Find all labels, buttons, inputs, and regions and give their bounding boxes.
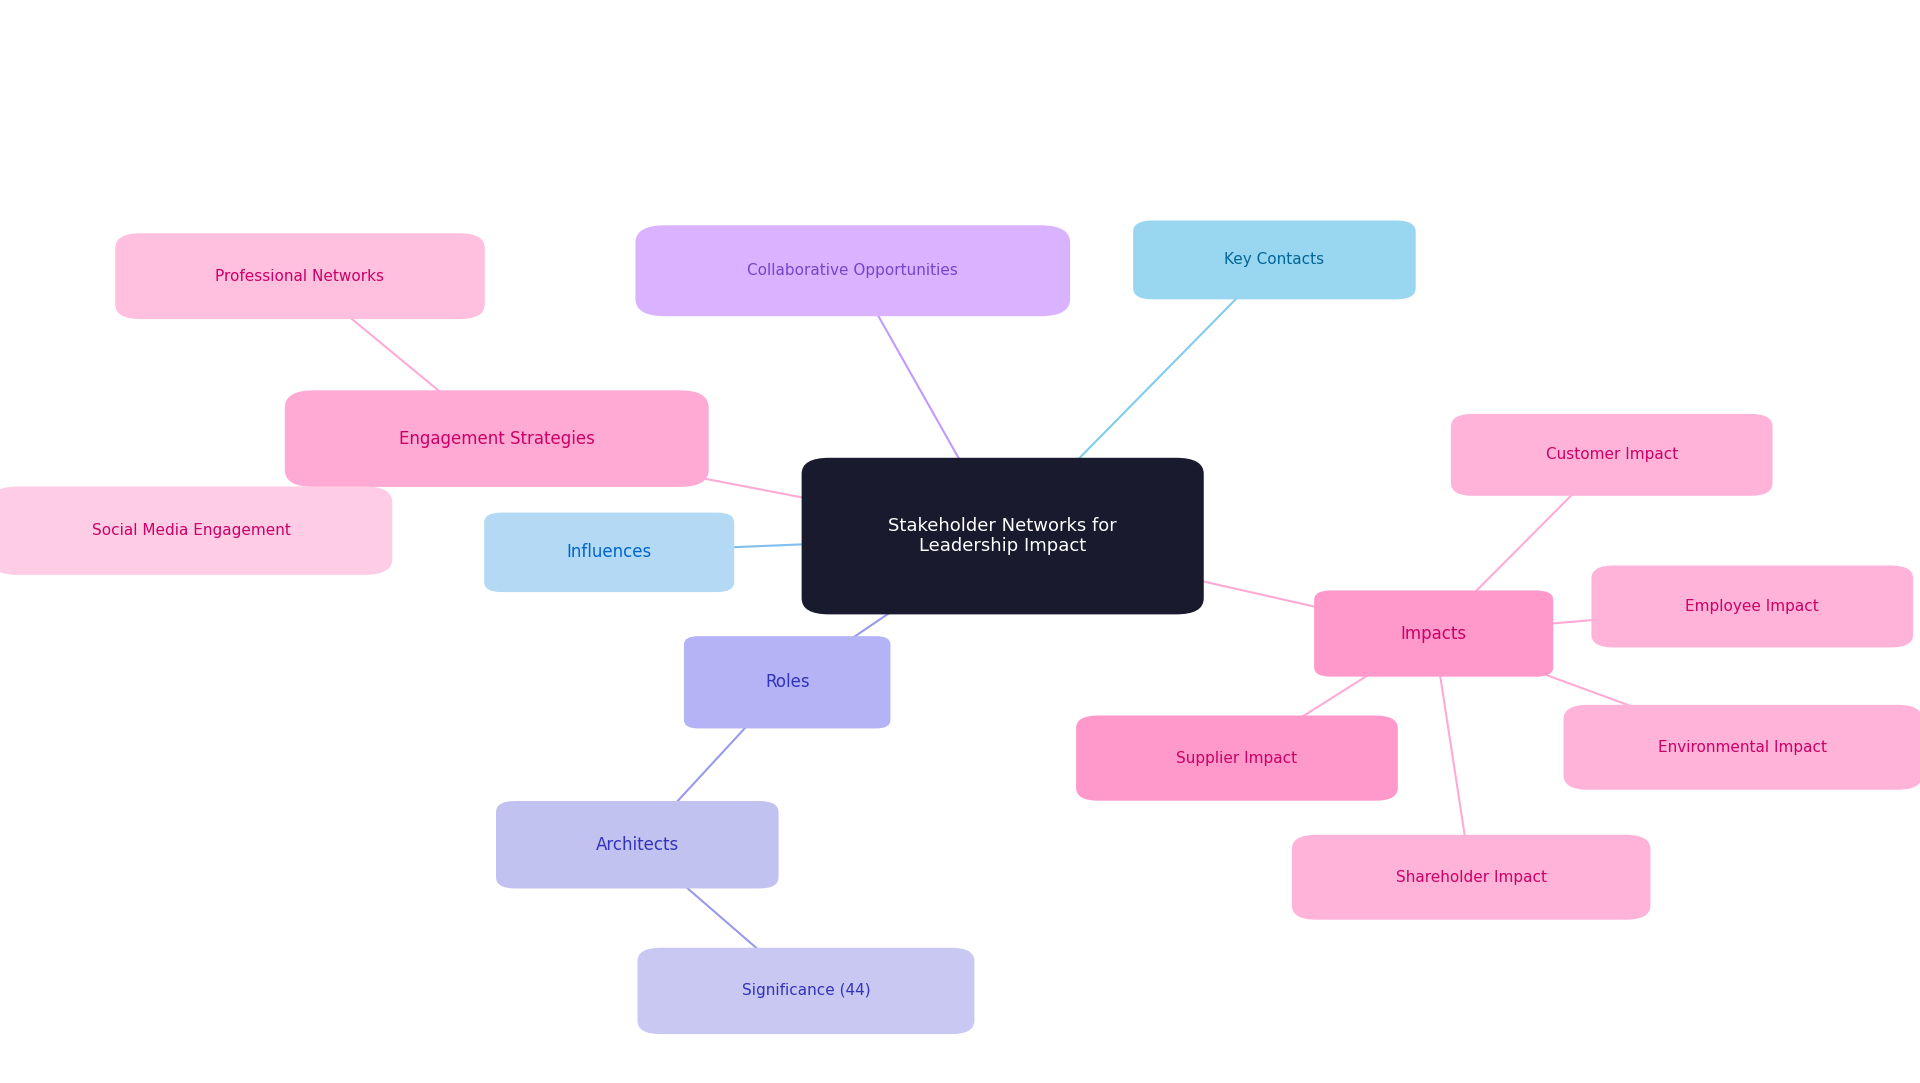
Text: Influences: Influences: [566, 544, 651, 561]
FancyBboxPatch shape: [636, 225, 1069, 316]
FancyBboxPatch shape: [484, 512, 733, 592]
Text: Key Contacts: Key Contacts: [1225, 252, 1325, 268]
Text: Supplier Impact: Supplier Impact: [1177, 751, 1298, 766]
Text: Professional Networks: Professional Networks: [215, 269, 384, 284]
Text: Customer Impact: Customer Impact: [1546, 447, 1678, 462]
FancyBboxPatch shape: [1075, 716, 1398, 800]
Text: Architects: Architects: [595, 836, 680, 853]
Text: Environmental Impact: Environmental Impact: [1659, 740, 1828, 755]
Text: Shareholder Impact: Shareholder Impact: [1396, 870, 1548, 885]
FancyBboxPatch shape: [495, 801, 780, 888]
FancyBboxPatch shape: [1292, 835, 1651, 919]
Text: Roles: Roles: [764, 674, 810, 691]
Text: Significance (44): Significance (44): [741, 983, 870, 999]
Text: Stakeholder Networks for
Leadership Impact: Stakeholder Networks for Leadership Impa…: [889, 517, 1117, 556]
FancyBboxPatch shape: [1452, 414, 1772, 496]
Text: Engagement Strategies: Engagement Strategies: [399, 430, 595, 447]
FancyBboxPatch shape: [1133, 221, 1415, 299]
Text: Impacts: Impacts: [1400, 625, 1467, 642]
Text: Collaborative Opportunities: Collaborative Opportunities: [747, 263, 958, 278]
FancyBboxPatch shape: [284, 390, 708, 487]
FancyBboxPatch shape: [0, 486, 392, 575]
FancyBboxPatch shape: [803, 458, 1204, 614]
Text: Social Media Engagement: Social Media Engagement: [92, 523, 290, 538]
FancyBboxPatch shape: [1563, 705, 1920, 790]
FancyBboxPatch shape: [115, 233, 484, 319]
FancyBboxPatch shape: [1313, 590, 1553, 677]
FancyBboxPatch shape: [684, 636, 891, 729]
FancyBboxPatch shape: [1592, 565, 1912, 648]
FancyBboxPatch shape: [637, 948, 973, 1034]
Text: Employee Impact: Employee Impact: [1686, 599, 1818, 614]
